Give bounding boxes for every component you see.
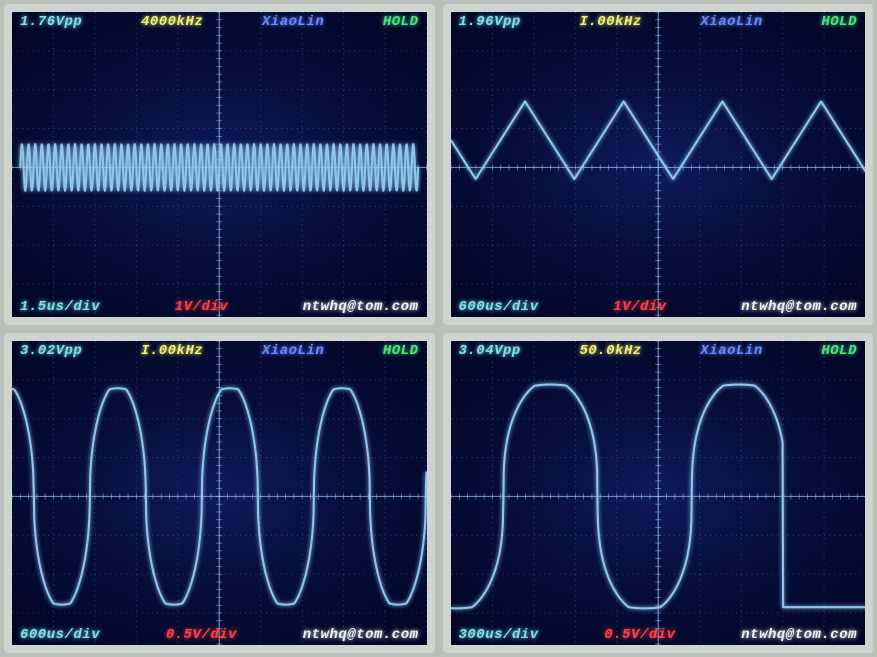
brand-label: XiaoLin (700, 343, 762, 359)
contact-label: ntwhq@tom.com (741, 627, 857, 643)
botbar-tr: 600us/div 1V/div ntwhq@tom.com (451, 297, 866, 317)
voltdiv-readout: 0.5V/div (166, 627, 237, 643)
botbar-br: 300us/div 0.5V/div ntwhq@tom.com (451, 625, 866, 645)
scope-br: 3.04Vpp 50.0kHz XiaoLin HOLD 300us/div 0… (443, 333, 874, 654)
scope-grid: 1.76Vpp 4000kHz XiaoLin HOLD 1.5us/div 1… (0, 0, 877, 657)
botbar-tl: 1.5us/div 1V/div ntwhq@tom.com (12, 297, 427, 317)
topbar-tr: 1.96Vpp I.00kHz XiaoLin HOLD (451, 12, 866, 32)
vpp-readout: 1.96Vpp (459, 14, 521, 30)
voltdiv-readout: 1V/div (175, 299, 228, 315)
scope-bl: 3.02Vpp I.00kHz XiaoLin HOLD 600us/div 0… (4, 333, 435, 654)
status-label: HOLD (383, 343, 419, 359)
brand-label: XiaoLin (262, 14, 324, 30)
contact-label: ntwhq@tom.com (303, 627, 419, 643)
status-label: HOLD (383, 14, 419, 30)
topbar-tl: 1.76Vpp 4000kHz XiaoLin HOLD (12, 12, 427, 32)
contact-label: ntwhq@tom.com (303, 299, 419, 315)
freq-readout: 4000kHz (141, 14, 203, 30)
topbar-bl: 3.02Vpp I.00kHz XiaoLin HOLD (12, 341, 427, 361)
brand-label: XiaoLin (262, 343, 324, 359)
freq-readout: 50.0kHz (579, 343, 641, 359)
plot-br (451, 341, 866, 652)
scope-tl: 1.76Vpp 4000kHz XiaoLin HOLD 1.5us/div 1… (4, 4, 435, 325)
scope-tr: 1.96Vpp I.00kHz XiaoLin HOLD 600us/div 1… (443, 4, 874, 325)
plot-tr (451, 12, 866, 323)
vpp-readout: 1.76Vpp (20, 14, 82, 30)
topbar-br: 3.04Vpp 50.0kHz XiaoLin HOLD (451, 341, 866, 361)
plot-bl (12, 341, 427, 652)
timediv-readout: 600us/div (20, 627, 100, 643)
vpp-readout: 3.04Vpp (459, 343, 521, 359)
brand-label: XiaoLin (700, 14, 762, 30)
voltdiv-readout: 0.5V/div (604, 627, 675, 643)
freq-readout: I.00kHz (579, 14, 641, 30)
status-label: HOLD (821, 343, 857, 359)
contact-label: ntwhq@tom.com (741, 299, 857, 315)
timediv-readout: 600us/div (459, 299, 539, 315)
voltdiv-readout: 1V/div (613, 299, 666, 315)
plot-tl (12, 12, 427, 323)
timediv-readout: 300us/div (459, 627, 539, 643)
vpp-readout: 3.02Vpp (20, 343, 82, 359)
freq-readout: I.00kHz (141, 343, 203, 359)
status-label: HOLD (821, 14, 857, 30)
botbar-bl: 600us/div 0.5V/div ntwhq@tom.com (12, 625, 427, 645)
timediv-readout: 1.5us/div (20, 299, 100, 315)
